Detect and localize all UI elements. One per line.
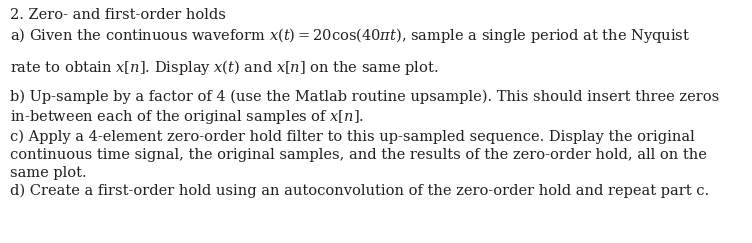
Text: continuous time signal, the original samples, and the results of the zero-order : continuous time signal, the original sam… — [10, 148, 707, 162]
Text: same plot.: same plot. — [10, 166, 86, 180]
Text: rate to obtain $x[n]$. Display $x(t)$ and $x[n]$ on the same plot.: rate to obtain $x[n]$. Display $x(t)$ an… — [10, 58, 438, 77]
Text: c) Apply a 4-element zero-order hold filter to this up-sampled sequence. Display: c) Apply a 4-element zero-order hold fil… — [10, 130, 695, 144]
Text: in-between each of the original samples of $x[n]$.: in-between each of the original samples … — [10, 108, 364, 126]
Text: b) Up-sample by a factor of 4 (use the Matlab routine upsample). This should ins: b) Up-sample by a factor of 4 (use the M… — [10, 90, 719, 104]
Text: d) Create a first-order hold using an autoconvolution of the zero-order hold and: d) Create a first-order hold using an au… — [10, 184, 709, 198]
Text: 2. Zero- and first-order holds: 2. Zero- and first-order holds — [10, 8, 226, 22]
Text: a) Given the continuous waveform $x(t) = 20\cos(40\pi t)$, sample a single perio: a) Given the continuous waveform $x(t) =… — [10, 26, 690, 45]
